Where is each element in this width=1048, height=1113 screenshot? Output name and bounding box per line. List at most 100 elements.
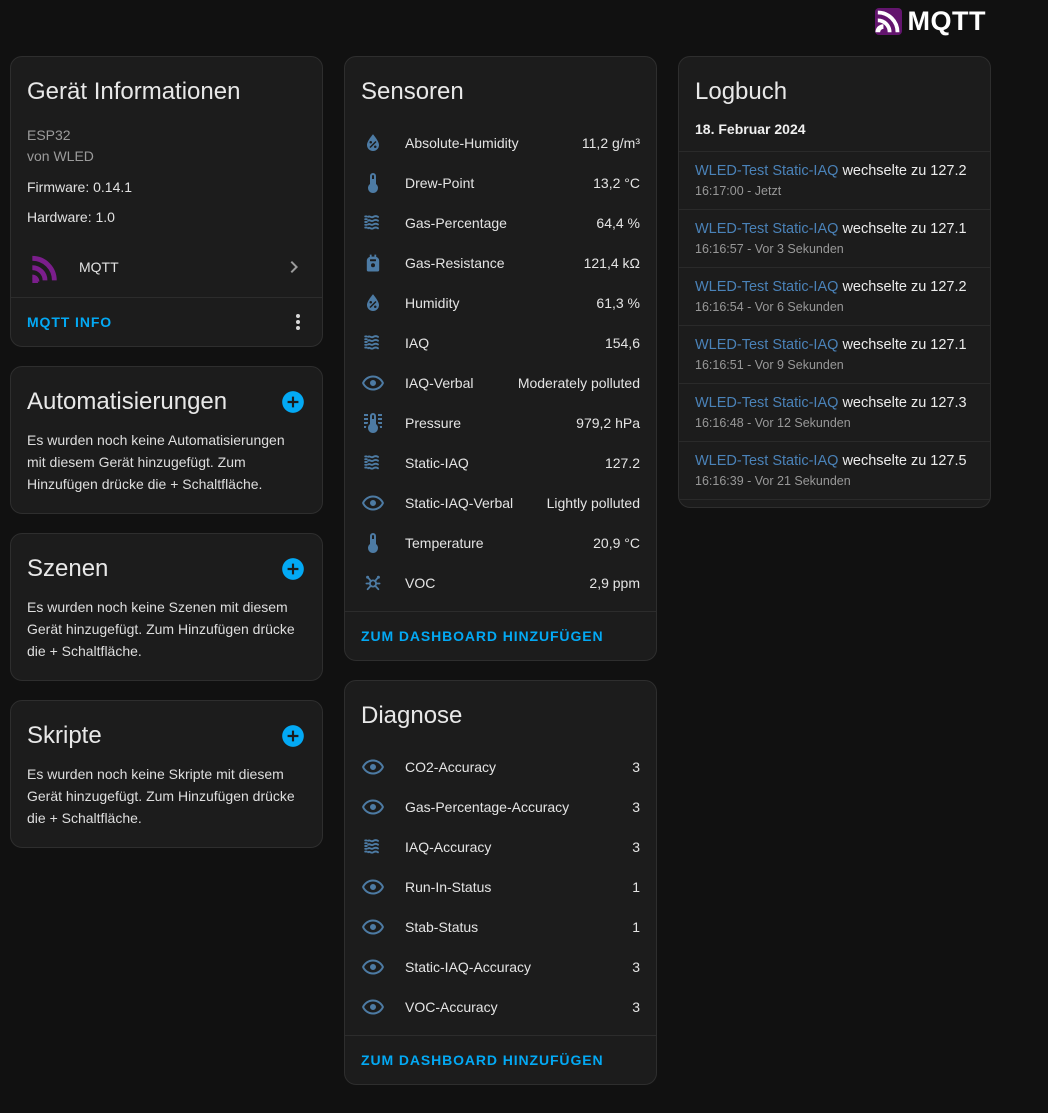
sensor-label: IAQ [405,335,430,351]
eye-icon [361,491,385,515]
scripts-title: Skripte [27,722,102,749]
plus-circle-icon [280,723,306,749]
device-model: ESP32 [27,127,71,143]
sensor-row[interactable]: Gas-Percentage 64,4 % [345,203,656,243]
automations-card: Automatisierungen Es wurden noch keine A… [10,366,323,514]
diagnostic-label: Stab-Status [405,919,479,935]
sensors-card: Sensoren Absolute-Humidity 11,2 g/m³ Dre… [344,56,657,661]
diagnostic-value: 1 [632,919,640,935]
sensor-label: Static-IAQ [405,455,469,471]
sensor-label: Pressure [405,415,462,431]
eye-icon [361,795,385,819]
sensor-row[interactable]: Pressure 979,2 hPa [345,403,656,443]
diagnostic-value: 3 [632,999,640,1015]
plus-circle-icon [280,389,306,415]
diagnostic-value: 3 [632,799,640,815]
logbook-entity-link[interactable]: WLED-Test Static-IAQ [695,279,839,295]
sensor-row[interactable]: Humidity 61,3 % [345,283,656,323]
sensor-label: Humidity [405,295,460,311]
thermometer-icon [361,171,385,195]
sensor-row[interactable]: IAQ-Verbal Moderately polluted [345,363,656,403]
logbook-entity-link[interactable]: WLED-Test Static-IAQ [695,395,839,411]
sensor-value: 20,9 °C [593,535,640,551]
add-scene-button[interactable] [280,556,306,582]
diagnostic-label: VOC-Accuracy [405,999,498,1015]
logbook-entry: WLED-Test Static-IAQ wechselte zu 127.2 … [679,267,990,325]
mqtt-logo-icon [874,8,902,35]
column-left: Gerät Informationen ESP32 von WLED Firmw… [10,56,323,848]
sensors-list: Absolute-Humidity 11,2 g/m³ Drew-Point 1… [345,117,656,611]
diagnostics-list: CO2-Accuracy 3 Gas-Percentage-Accuracy 3 [345,741,656,1035]
add-to-dashboard-button[interactable]: ZUM DASHBOARD HINZUFÜGEN [361,628,604,644]
sensor-row[interactable]: Drew-Point 13,2 °C [345,163,656,203]
logbook-entry: WLED-Test Static-IAQ wechselte zu 127.3 … [679,383,990,441]
air-filter-icon [361,451,385,475]
diagnostic-label: Static-IAQ-Accuracy [405,959,532,975]
air-filter-icon [361,331,385,355]
sensor-value: 127.2 [604,455,640,471]
sensor-row[interactable]: VOC 2,9 ppm [345,563,656,603]
logbook-entity-link[interactable]: WLED-Test Static-IAQ [695,453,839,469]
molecule-icon [361,571,385,595]
logbook-action: wechselte zu 127.2 [842,163,967,179]
logbook-entity-link[interactable]: WLED-Test Static-IAQ [695,221,839,237]
diagnostic-label: Run-In-Status [405,879,492,895]
sensor-label: VOC [405,575,436,591]
scripts-empty-text: Es wurden noch keine Skripte mit diesem … [27,766,295,826]
sensor-row[interactable]: Absolute-Humidity 11,2 g/m³ [345,123,656,163]
device-hardware: Hardware: 1.0 [27,209,115,225]
mqtt-info-button[interactable]: MQTT INFO [27,314,113,330]
diagnostic-label: IAQ-Accuracy [405,839,492,855]
automations-empty-text: Es wurden noch keine Automatisierungen m… [27,432,285,492]
logbook-action: wechselte zu 127.1 [842,337,967,353]
automations-title-row: Automatisierungen [11,367,322,427]
add-to-dashboard-button[interactable]: ZUM DASHBOARD HINZUFÜGEN [361,1052,604,1068]
automations-title: Automatisierungen [27,388,228,415]
integration-row-mqtt[interactable]: MQTT [11,237,322,297]
sensor-row[interactable]: Static-IAQ 127.2 [345,443,656,483]
column-right: Logbuch 18. Februar 2024 WLED-Test Stati… [678,56,991,508]
diagnostic-row[interactable]: CO2-Accuracy 3 [345,747,656,787]
eye-icon [361,995,385,1019]
sensor-label: Gas-Resistance [405,255,505,271]
diagnostic-row[interactable]: Gas-Percentage-Accuracy 3 [345,787,656,827]
sensor-row[interactable]: Temperature 20,9 °C [345,523,656,563]
eye-icon [361,371,385,395]
sensor-label: Gas-Percentage [405,215,507,231]
diagnostic-row[interactable]: IAQ-Accuracy 3 [345,827,656,867]
logbook-entry: WLED-Test Static-IAQ wechselte zu 127.1 … [679,209,990,267]
logbook-title: Logbuch [695,78,788,105]
sensor-value: 13,2 °C [593,175,640,191]
add-script-button[interactable] [280,723,306,749]
sensor-row[interactable]: Gas-Resistance 121,4 kΩ [345,243,656,283]
diagnostic-value: 3 [632,759,640,775]
logbook-entry: WLED-Test Static-IAQ wechselte zu 127.5 … [679,441,990,499]
scripts-card: Skripte Es wurden noch keine Skripte mit… [10,700,323,848]
sensor-label: IAQ-Verbal [405,375,474,391]
logbook-entity-link[interactable]: WLED-Test Static-IAQ [695,337,839,353]
add-automation-button[interactable] [280,389,306,415]
logbook-time: 16:16:51 - Vor 9 Sekunden [695,358,844,372]
logbook-action: wechselte zu 127.1 [842,221,967,237]
sensor-value: 154,6 [604,335,640,351]
water-percent-icon [361,291,385,315]
scenes-title-row: Szenen [11,534,322,594]
sensor-row[interactable]: Static-IAQ-Verbal Lightly polluted [345,483,656,523]
overflow-menu-button[interactable] [286,310,310,334]
diagnostic-row[interactable]: Stab-Status 1 [345,907,656,947]
diagnostic-row[interactable]: VOC-Accuracy 3 [345,987,656,1027]
diagnostic-row[interactable]: Static-IAQ-Accuracy 3 [345,947,656,987]
diagnostic-row[interactable]: Run-In-Status 1 [345,867,656,907]
eye-icon [361,955,385,979]
logbook-entity-link[interactable]: WLED-Test Static-IAQ [695,163,839,179]
logbook-date-header: 18. Februar 2024 [695,121,806,137]
device-info-card: Gerät Informationen ESP32 von WLED Firmw… [10,56,323,347]
sensors-footer: ZUM DASHBOARD HINZUFÜGEN [345,611,656,660]
diagnostics-card: Diagnose CO2-Accuracy 3 Gas-Percentage-A… [344,680,657,1085]
water-percent-icon [361,131,385,155]
thermometer-icon [361,531,385,555]
sensor-value: Lightly polluted [546,495,640,511]
sensor-row[interactable]: IAQ 154,6 [345,323,656,363]
air-filter-icon [361,211,385,235]
mqtt-logo-text: MQTT [907,6,986,36]
